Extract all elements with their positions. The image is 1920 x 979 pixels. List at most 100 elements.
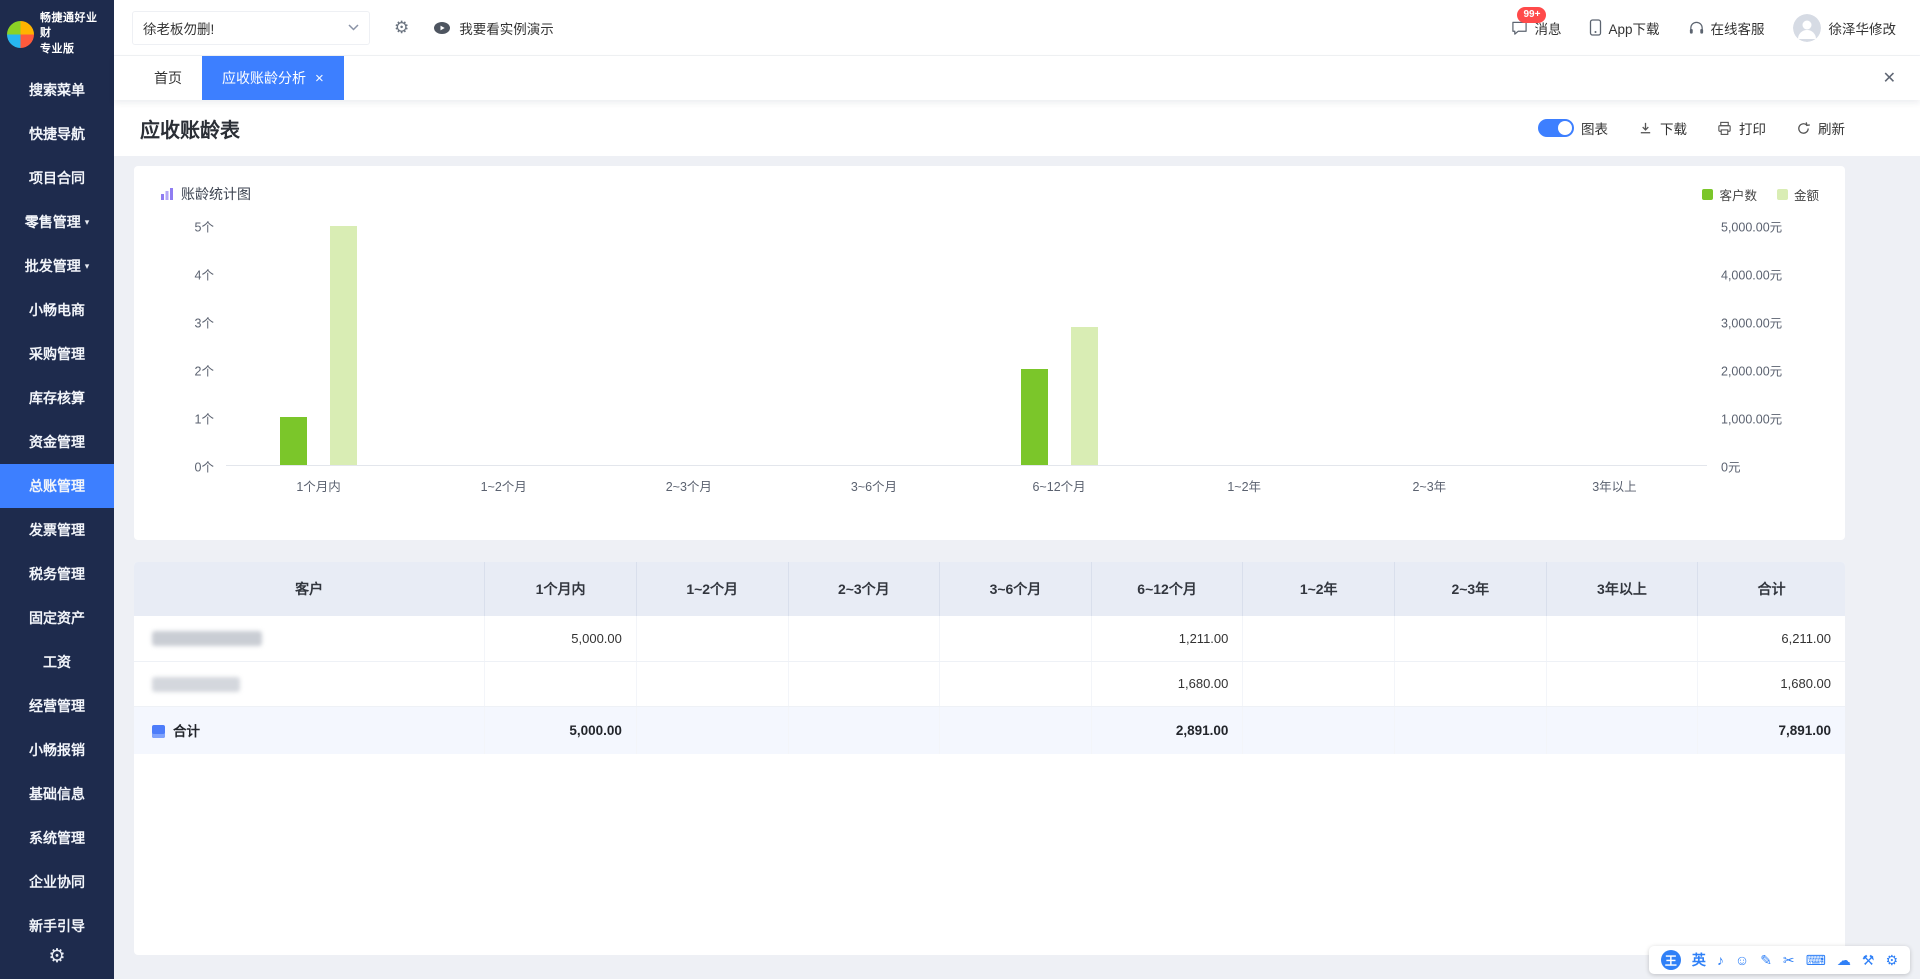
chart-bar-group	[226, 226, 412, 466]
handwriting-icon[interactable]: ✎	[1760, 952, 1772, 968]
chart-body: 0个 1个 2个 3个 4个 5个 1个月内 1~2个月 2~3个月 3~6个月 6~12个月 1~…	[160, 221, 1819, 495]
table-cell	[1546, 661, 1699, 707]
table-cell: 1,680.00	[1091, 661, 1244, 707]
settings-icon[interactable]: ⚙	[1885, 952, 1898, 968]
tab[interactable]: 应收账龄分析 ×	[202, 56, 344, 100]
print-label: 打印	[1739, 122, 1766, 137]
avatar	[1792, 13, 1821, 42]
axis-tick-label: 0个	[194, 460, 214, 475]
sidebar-item[interactable]: 快捷导航	[0, 112, 114, 156]
sidebar-item-label: 库存核算	[29, 390, 85, 407]
voice-icon[interactable]: ♪	[1716, 952, 1724, 968]
sidebar-item[interactable]: 新手引导	[0, 904, 114, 933]
total-label-cell: 合计	[134, 706, 486, 754]
main-area: 徐老板勿删! ⚙ 我要看实例演示 99+ 消息 App下载 在线客服	[114, 0, 1920, 979]
messages-label: 消息	[1534, 21, 1562, 37]
sidebar-item[interactable]: 资金管理	[0, 420, 114, 464]
user-menu[interactable]: 徐泽华修改	[1792, 13, 1897, 42]
online-support-button[interactable]: 在线客服	[1688, 18, 1765, 38]
sidebar-item[interactable]: 库存核算	[0, 376, 114, 420]
sidebar-item-label: 系统管理	[29, 830, 85, 847]
sidebar-item[interactable]: 采购管理	[0, 332, 114, 376]
sidebar-item[interactable]: 小畅报销	[0, 728, 114, 772]
screenshot-icon[interactable]: ✂	[1782, 952, 1795, 968]
table-cell	[1546, 706, 1699, 754]
redacted-customer-name	[152, 676, 240, 692]
sidebar-item[interactable]: 总账管理	[0, 464, 114, 509]
download-icon	[1640, 122, 1651, 133]
sidebar-item-label: 小畅报销	[29, 742, 85, 759]
chart-bar[interactable]	[1070, 326, 1098, 465]
keyboard-icon[interactable]: ⌨	[1805, 952, 1826, 968]
sidebar-item-label: 基础信息	[29, 786, 85, 803]
chart-toggle[interactable]: 图表	[1538, 118, 1608, 138]
table-total-row: 合计 5,000.00 2,891.00 7,891.00	[134, 706, 1845, 754]
legend-item[interactable]: 金额	[1776, 185, 1819, 204]
logo-icon	[7, 20, 34, 48]
toggle-switch[interactable]	[1538, 119, 1574, 137]
chart-bar[interactable]	[1020, 369, 1048, 465]
company-selector[interactable]: 徐老板勿删!	[132, 10, 370, 45]
close-icon[interactable]: ✕	[1882, 70, 1896, 87]
sidebar-item-label: 搜索菜单	[29, 82, 85, 99]
table-cell	[1394, 616, 1547, 662]
legend-item[interactable]: 客户数	[1702, 185, 1757, 204]
sidebar-item[interactable]: 税务管理	[0, 552, 114, 596]
print-button[interactable]: 打印	[1717, 118, 1766, 138]
table-cell	[1394, 706, 1547, 754]
sidebar-item[interactable]: 搜索菜单	[0, 68, 114, 112]
sidebar-item-label: 快捷导航	[29, 126, 85, 143]
table-row[interactable]: 1,680.00 1,680.00	[134, 661, 1845, 707]
download-button[interactable]: 下载	[1638, 118, 1687, 138]
emoji-icon[interactable]: ☺	[1734, 952, 1750, 968]
refresh-button[interactable]: 刷新	[1796, 118, 1845, 138]
total-label: 合计	[173, 724, 200, 740]
chart-bar[interactable]	[330, 226, 358, 465]
sidebar-item[interactable]: 小畅电商	[0, 288, 114, 332]
sidebar-item[interactable]: 发票管理	[0, 508, 114, 552]
close-icon[interactable]: ×	[315, 69, 324, 87]
chart-header: 账龄统计图 客户数 金额	[160, 184, 1819, 204]
ime-toolbar[interactable]: 王 英 ♪ ☺ ✎ ✂ ⌨ ☁ ⚒ ⚙	[1648, 946, 1910, 974]
toolbox-icon[interactable]: ⚒	[1861, 952, 1875, 968]
sidebar-item[interactable]: 固定资产	[0, 596, 114, 640]
table-header-cell: 2~3个月	[788, 562, 941, 616]
sidebar-item-label: 项目合同	[29, 170, 85, 187]
settings-gear-icon[interactable]: ⚙	[394, 17, 410, 37]
chevron-down-icon: ▾	[84, 260, 90, 271]
sidebar-item[interactable]: 零售管理 ▾	[0, 200, 114, 244]
tab[interactable]: 首页	[134, 56, 202, 100]
sidebar-settings-gear-icon[interactable]: ⚙	[48, 945, 66, 967]
chart-plot: 1个月内 1~2个月 2~3个月 3~6个月 6~12个月 1~2年 2~3年 3年以上	[226, 226, 1707, 495]
table-header-cell: 6~12个月	[1091, 562, 1244, 616]
refresh-icon	[1798, 121, 1810, 134]
messages-button[interactable]: 99+ 消息	[1511, 6, 1562, 38]
cloud-icon[interactable]: ☁	[1836, 952, 1851, 968]
sidebar-item[interactable]: 企业协同	[0, 860, 114, 904]
app-download-button[interactable]: App下载	[1589, 18, 1660, 38]
ime-logo-icon[interactable]: 王	[1660, 950, 1681, 970]
username: 徐泽华修改	[1828, 21, 1897, 37]
x-axis-label: 3~6个月	[850, 480, 898, 494]
toggle-knob	[1558, 121, 1572, 135]
sidebar-item[interactable]: 批发管理 ▾	[0, 244, 114, 288]
ime-language-mode[interactable]: 英	[1691, 952, 1706, 968]
chart-bar[interactable]	[280, 417, 308, 465]
sidebar-item[interactable]: 基础信息	[0, 772, 114, 816]
x-axis-label: 6~12个月	[1032, 480, 1086, 494]
sidebar-item[interactable]: 经营管理	[0, 684, 114, 728]
x-axis-label: 1~2个月	[480, 480, 527, 494]
axis-tick-label: 1个	[194, 412, 214, 427]
sidebar-item-label: 批发管理	[24, 258, 81, 275]
axis-tick-label: 5,000.00元	[1721, 220, 1783, 235]
sidebar: 畅捷通好业财 专业版 搜索菜单 快捷导航 项目合同 零售管理 ▾ 批发管理 ▾ 小畅电商 采购管…	[0, 0, 114, 979]
table-row[interactable]: 5,000.00 1,211.00 6,211.00	[134, 616, 1845, 662]
sidebar-item[interactable]: 工资	[0, 640, 114, 684]
sidebar-item-label: 零售管理	[24, 214, 81, 231]
sidebar-item[interactable]: 项目合同	[0, 156, 114, 200]
tab-label: 首页	[154, 70, 182, 86]
chart-category: 1~2年	[1151, 226, 1337, 495]
demo-link[interactable]: 我要看实例演示	[433, 18, 554, 38]
chart-left-axis: 0个 1个 2个 3个 4个 5个	[160, 221, 226, 475]
sidebar-item[interactable]: 系统管理	[0, 816, 114, 860]
